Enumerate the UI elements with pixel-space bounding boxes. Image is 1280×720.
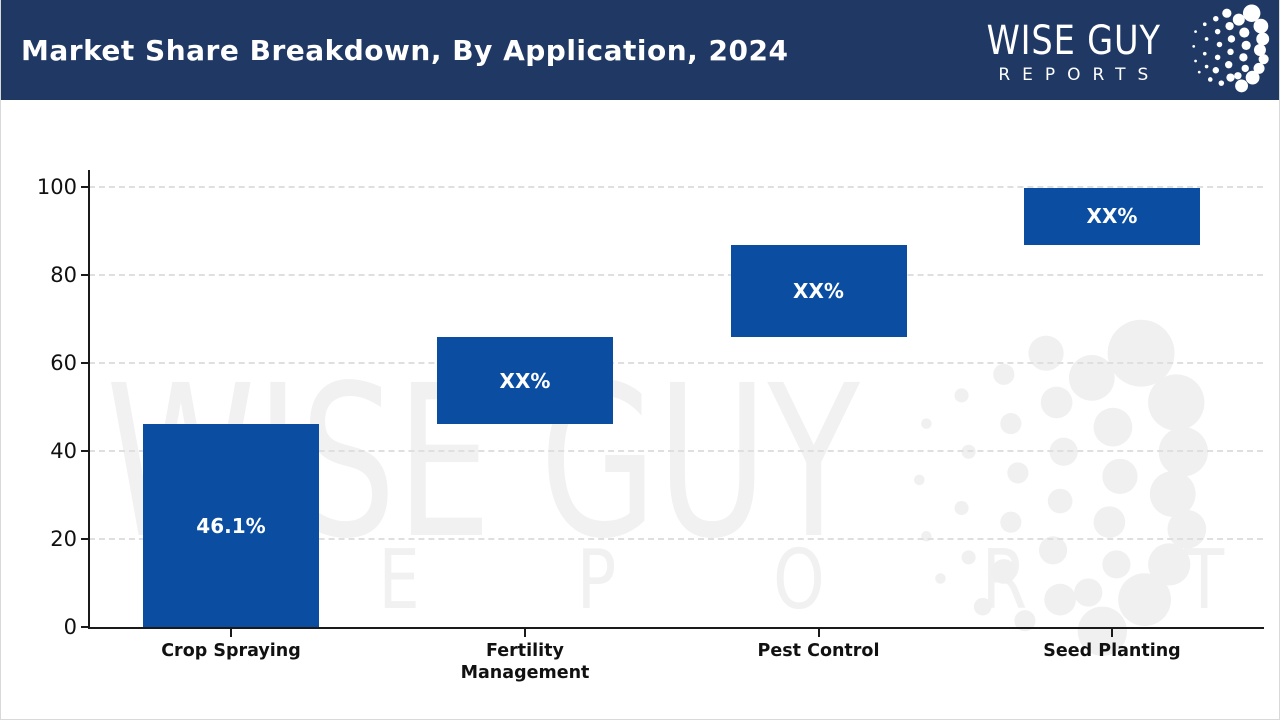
wise-guy-logo: WISE GUY REPORTS [970, 2, 1271, 98]
y-tick-mark [81, 626, 89, 628]
x-tick-mark [524, 629, 526, 637]
gridline [89, 450, 1263, 452]
x-axis-category-label: Crop Spraying [161, 641, 301, 661]
y-tick-mark [81, 274, 89, 276]
logo-text: WISE GUY REPORTS [970, 21, 1177, 85]
gridline [89, 186, 1263, 188]
y-tick-label: 60 [50, 351, 77, 375]
x-tick-mark [817, 629, 820, 637]
y-tick-label: 40 [50, 439, 77, 463]
logo-head-dots-icon [1179, 4, 1271, 96]
header-banner: Market Share Breakdown, By Application, … [1, 0, 1279, 100]
bar-value-label: XX% [1086, 204, 1138, 229]
bar-segment: XX% [1024, 187, 1200, 246]
chart-area: WISE GUY R E P O R T S 02040608010046.1%… [1, 100, 1279, 719]
gridline [89, 538, 1263, 540]
y-tick-mark [81, 538, 89, 540]
bar-segment: XX% [730, 245, 907, 338]
y-tick-mark [81, 186, 89, 188]
y-tick-label: 100 [36, 175, 77, 199]
x-tick-mark [1111, 629, 1113, 637]
bar-value-label: 46.1% [196, 513, 266, 538]
y-tick-mark [81, 362, 89, 364]
y-tick-label: 80 [50, 263, 77, 287]
logo-reports-text: REPORTS [998, 65, 1161, 85]
x-tick-mark [230, 629, 232, 637]
bar-value-label: XX% [499, 368, 551, 393]
y-tick-mark [81, 450, 89, 452]
x-axis [88, 627, 1264, 629]
gridline [89, 362, 1263, 364]
x-axis-category-label: Pest Control [757, 641, 880, 661]
watermark-head-dots-icon [863, 318, 1215, 670]
bar-segment: 46.1% [143, 424, 319, 627]
bar-segment: XX% [437, 337, 613, 425]
gridline [89, 274, 1263, 276]
page-title: Market Share Breakdown, By Application, … [21, 33, 789, 67]
y-tick-label: 0 [63, 615, 77, 639]
bar-value-label: XX% [793, 279, 844, 304]
y-tick-label: 20 [50, 527, 77, 551]
y-axis [88, 170, 90, 629]
x-axis-category-label: Seed Planting [1043, 641, 1181, 661]
x-axis-category-label: Fertility Management [460, 641, 590, 683]
logo-wiseguy-text: WISE GUY [986, 18, 1161, 64]
